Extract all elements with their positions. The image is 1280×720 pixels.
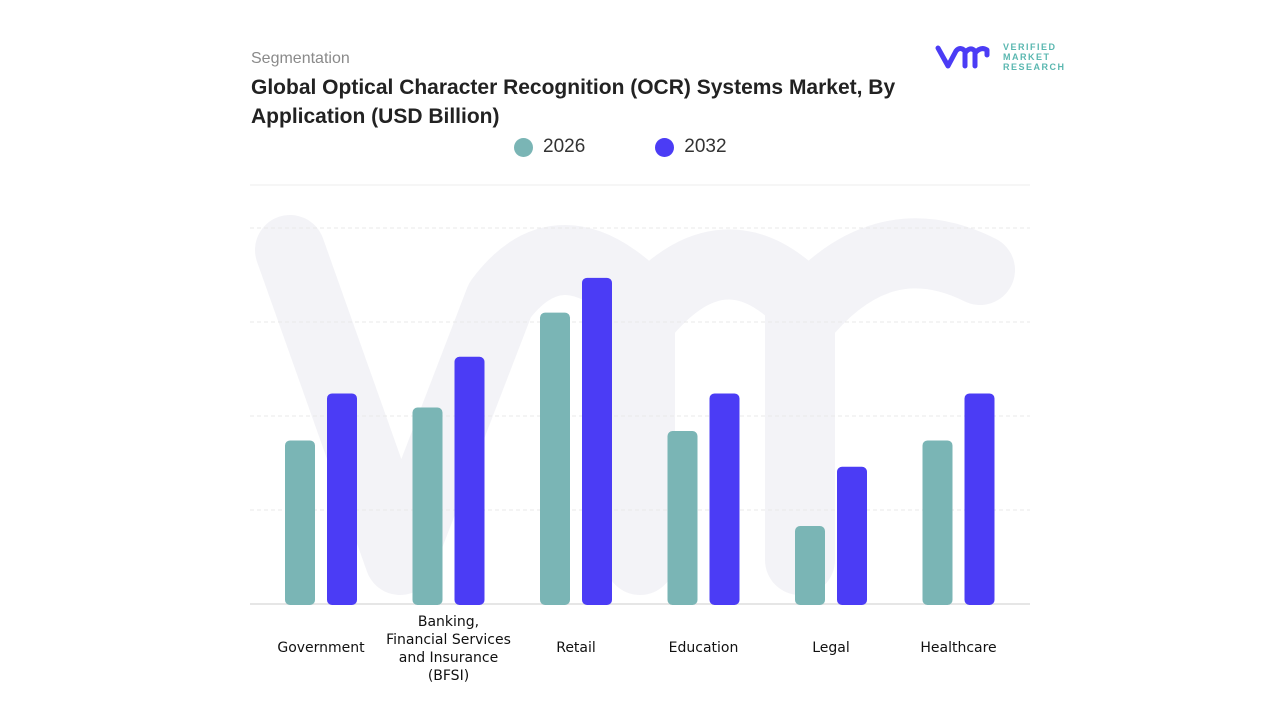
legend-item-2032: 2032 (655, 136, 727, 158)
bar-2026-3 (667, 431, 698, 605)
chart-title: Global Optical Character Recognition (OC… (251, 76, 896, 128)
logo-line3: RESEARCH (1003, 62, 1066, 72)
bar-2026-4 (795, 525, 825, 605)
watermark-logo (255, 215, 1015, 595)
legend-item-2026: 2026 (514, 136, 585, 158)
x-tick-label: Healthcare (920, 640, 996, 656)
x-tick-label: Financial Services (386, 632, 511, 648)
bar-2032-4 (837, 466, 867, 605)
bar-2032-0 (327, 393, 357, 605)
bar-2032-5 (964, 393, 995, 605)
legend-swatch-2032 (655, 137, 675, 157)
x-tick-label: Education (669, 640, 739, 656)
legend-label: 2032 (684, 136, 727, 157)
bar-2032-3 (709, 393, 740, 605)
legend-label: 2026 (543, 136, 586, 157)
bar-2026-1 (412, 407, 443, 605)
x-tick-label: Retail (556, 640, 596, 656)
segment-label: Segmentation (251, 50, 350, 67)
bar-2032-2 (582, 277, 612, 605)
bar-2026-5 (922, 440, 953, 605)
legend-swatch-2026 (514, 137, 533, 157)
logo-line2: MARKET (1003, 52, 1051, 62)
bar-2026-0 (285, 440, 315, 605)
vmr-logo-icon (935, 45, 990, 69)
x-tick-label: Government (277, 640, 365, 656)
logo-line1: VERIFIED (1003, 42, 1057, 52)
x-tick-label: Legal (812, 640, 850, 656)
x-tick-label: Banking, (418, 614, 479, 630)
logo: VERIFIED MARKET RESEARCH (935, 42, 1066, 72)
x-tick-label: and Insurance (399, 650, 498, 666)
bar-2032-1 (454, 356, 485, 605)
x-tick-label: (BFSI) (428, 668, 469, 684)
bar-2026-2 (540, 312, 570, 605)
legend: 2026 2032 (514, 136, 727, 158)
